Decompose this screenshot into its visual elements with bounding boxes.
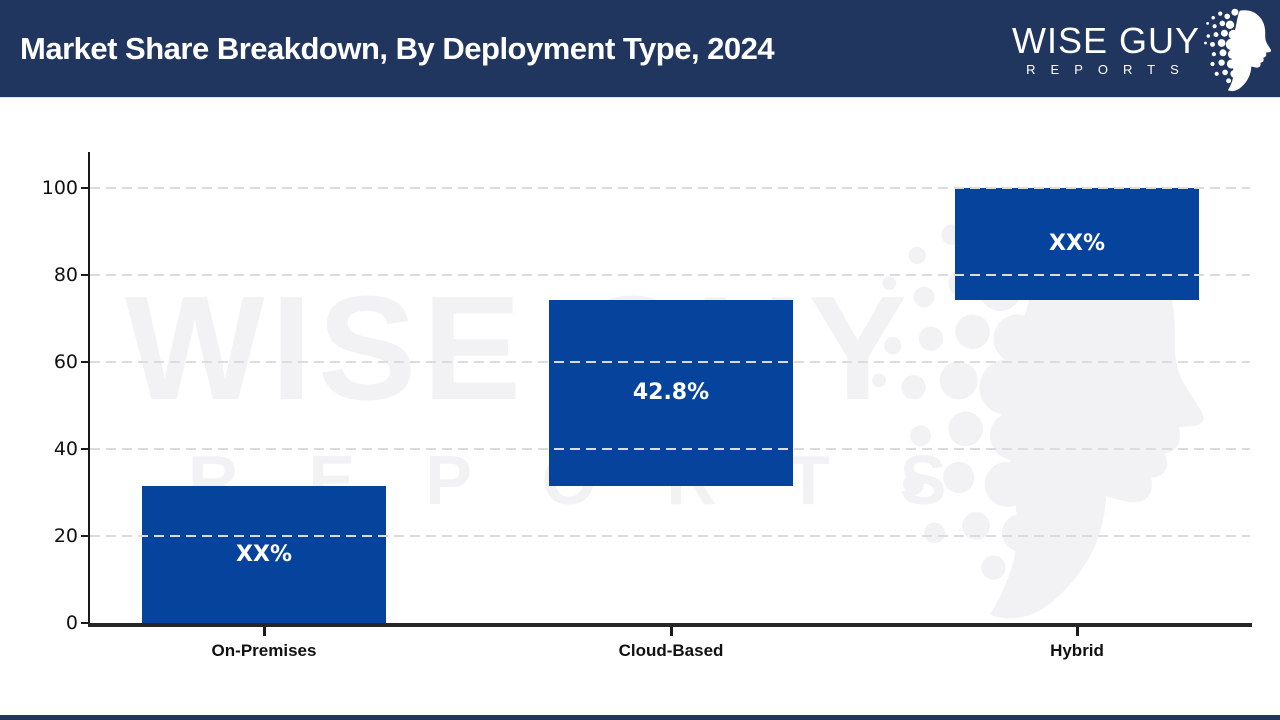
category-label: On-Premises (211, 641, 317, 660)
bar-hybrid: XX% (955, 188, 1199, 300)
gridline-20 (90, 535, 1250, 537)
gridline-100 (90, 187, 1250, 189)
x-tick-mark (263, 627, 266, 636)
header: Market Share Breakdown, By Deployment Ty… (0, 0, 1280, 98)
category-label: Cloud-Based (618, 641, 724, 660)
category-label: Hybrid (1050, 641, 1104, 660)
y-tick-mark (81, 622, 89, 624)
bar-value-label: XX% (236, 541, 292, 567)
x-tick-mark (1076, 627, 1079, 636)
bottom-border (0, 715, 1280, 720)
bar-value-label: XX% (1049, 231, 1105, 257)
gridline-60 (90, 361, 1250, 363)
bar-cloud-based: 42.8% (549, 299, 793, 486)
gridline-80 (90, 274, 1250, 276)
x-axis-spine (88, 623, 1252, 627)
y-tick-label: 60 (53, 351, 78, 373)
bar-value-label: 42.8% (632, 380, 710, 406)
y-tick-label: 100 (41, 177, 78, 199)
wiseguy-face-icon (1204, 8, 1272, 92)
y-tick-mark (81, 448, 89, 450)
bar-on-premises: XX% (142, 485, 386, 623)
y-tick-mark (81, 274, 89, 276)
y-tick-label: 0 (65, 612, 78, 634)
watermark-wordmark: WISE GUY (125, 266, 914, 431)
gridline-40 (90, 448, 1250, 450)
x-tick-mark (670, 627, 673, 636)
y-tick-label: 40 (53, 438, 78, 460)
y-axis-spine (88, 152, 90, 627)
y-tick-label: 20 (53, 525, 78, 547)
y-tick-mark (81, 361, 89, 363)
wiseguy-logo: WISE GUY REPORTS (1012, 4, 1272, 96)
y-tick-mark (81, 187, 89, 189)
logo-reports-label: REPORTS (1026, 62, 1194, 77)
logo-text: WISE GUY REPORTS (1012, 22, 1200, 78)
y-tick-label: 80 (53, 264, 78, 286)
y-tick-mark (81, 535, 89, 537)
logo-wordmark: WISE GUY (1011, 20, 1200, 61)
page-title: Market Share Breakdown, By Deployment Ty… (20, 30, 775, 66)
